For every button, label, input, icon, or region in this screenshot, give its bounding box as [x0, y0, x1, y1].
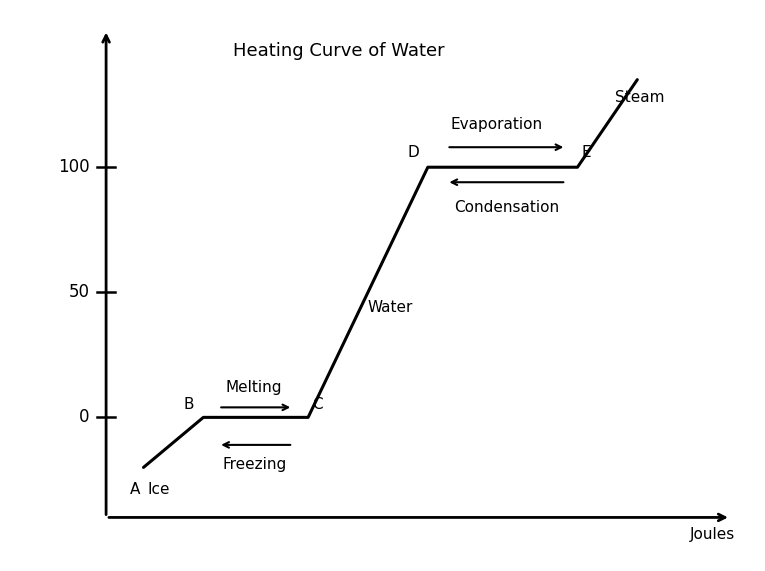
Text: Joules: Joules [689, 528, 734, 542]
Text: D: D [407, 144, 418, 160]
Text: 100: 100 [58, 158, 90, 176]
Text: A: A [129, 482, 140, 497]
Text: Water: Water [368, 300, 413, 315]
Text: B: B [184, 397, 194, 412]
Text: Freezing: Freezing [222, 457, 286, 472]
Text: Evaporation: Evaporation [451, 117, 542, 132]
Text: C: C [312, 397, 323, 412]
Text: E: E [581, 144, 591, 160]
Text: Ice: Ice [147, 482, 170, 497]
Text: Heating Curve of Water: Heating Curve of Water [233, 42, 445, 60]
Text: Melting: Melting [226, 380, 282, 395]
Text: Steam: Steam [615, 90, 664, 104]
Text: 0: 0 [79, 408, 90, 427]
Text: Condensation: Condensation [454, 200, 559, 215]
Text: 50: 50 [69, 283, 90, 301]
